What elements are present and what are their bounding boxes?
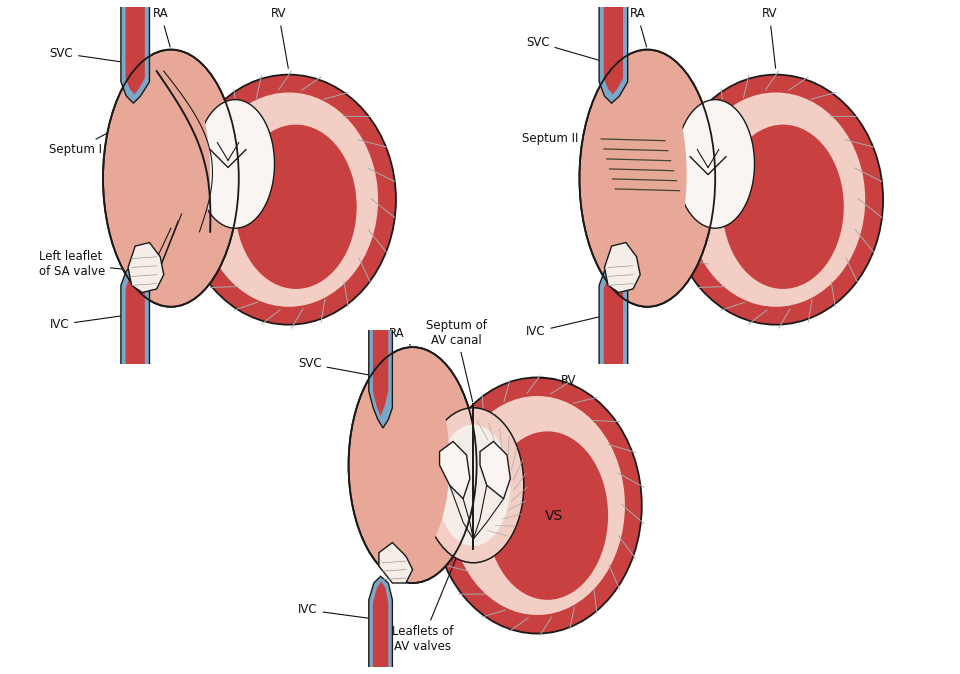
Polygon shape bbox=[480, 441, 511, 499]
Ellipse shape bbox=[436, 425, 511, 546]
Text: SVC: SVC bbox=[526, 36, 609, 63]
Polygon shape bbox=[599, 0, 628, 103]
Ellipse shape bbox=[580, 50, 715, 307]
Ellipse shape bbox=[433, 377, 641, 634]
Text: Septum II: Septum II bbox=[522, 132, 623, 146]
Polygon shape bbox=[604, 0, 623, 94]
Ellipse shape bbox=[200, 92, 378, 307]
Polygon shape bbox=[440, 441, 469, 499]
Polygon shape bbox=[379, 543, 413, 583]
Ellipse shape bbox=[235, 125, 357, 289]
Ellipse shape bbox=[110, 57, 210, 293]
Polygon shape bbox=[599, 264, 628, 371]
Polygon shape bbox=[121, 264, 150, 371]
Ellipse shape bbox=[587, 57, 686, 293]
Text: Septum of
AV canal: Septum of AV canal bbox=[426, 319, 487, 402]
Text: IVC: IVC bbox=[526, 315, 609, 338]
Ellipse shape bbox=[355, 357, 449, 566]
Polygon shape bbox=[126, 0, 145, 94]
Text: IVC: IVC bbox=[298, 603, 379, 619]
Text: SVC: SVC bbox=[50, 47, 132, 63]
Text: SVC: SVC bbox=[298, 357, 379, 377]
Ellipse shape bbox=[686, 92, 865, 307]
Polygon shape bbox=[369, 324, 393, 428]
Polygon shape bbox=[372, 324, 389, 416]
Text: RV: RV bbox=[271, 7, 288, 68]
Ellipse shape bbox=[487, 431, 608, 600]
Ellipse shape bbox=[676, 100, 755, 228]
Text: RV: RV bbox=[540, 374, 576, 387]
Ellipse shape bbox=[103, 50, 239, 307]
Text: Left leaflet
of SA valve: Left leaflet of SA valve bbox=[38, 250, 139, 278]
Text: RA: RA bbox=[153, 7, 170, 47]
Text: Leaflets of
AV valves: Leaflets of AV valves bbox=[392, 552, 459, 653]
Polygon shape bbox=[604, 271, 623, 371]
Ellipse shape bbox=[196, 100, 275, 228]
Polygon shape bbox=[605, 243, 640, 293]
Polygon shape bbox=[126, 271, 145, 371]
Text: IVC: IVC bbox=[50, 314, 132, 331]
Text: RA: RA bbox=[630, 7, 647, 47]
Text: VS: VS bbox=[545, 509, 564, 522]
Polygon shape bbox=[369, 576, 393, 674]
Ellipse shape bbox=[669, 75, 883, 325]
Ellipse shape bbox=[722, 125, 844, 289]
Text: RA: RA bbox=[389, 327, 411, 345]
Ellipse shape bbox=[449, 396, 625, 615]
Text: RV: RV bbox=[761, 7, 778, 68]
Ellipse shape bbox=[181, 75, 396, 325]
Polygon shape bbox=[372, 581, 389, 674]
Ellipse shape bbox=[422, 408, 524, 563]
Polygon shape bbox=[128, 243, 164, 293]
Text: Septum I: Septum I bbox=[50, 101, 168, 156]
Ellipse shape bbox=[348, 347, 476, 583]
Polygon shape bbox=[121, 0, 150, 103]
